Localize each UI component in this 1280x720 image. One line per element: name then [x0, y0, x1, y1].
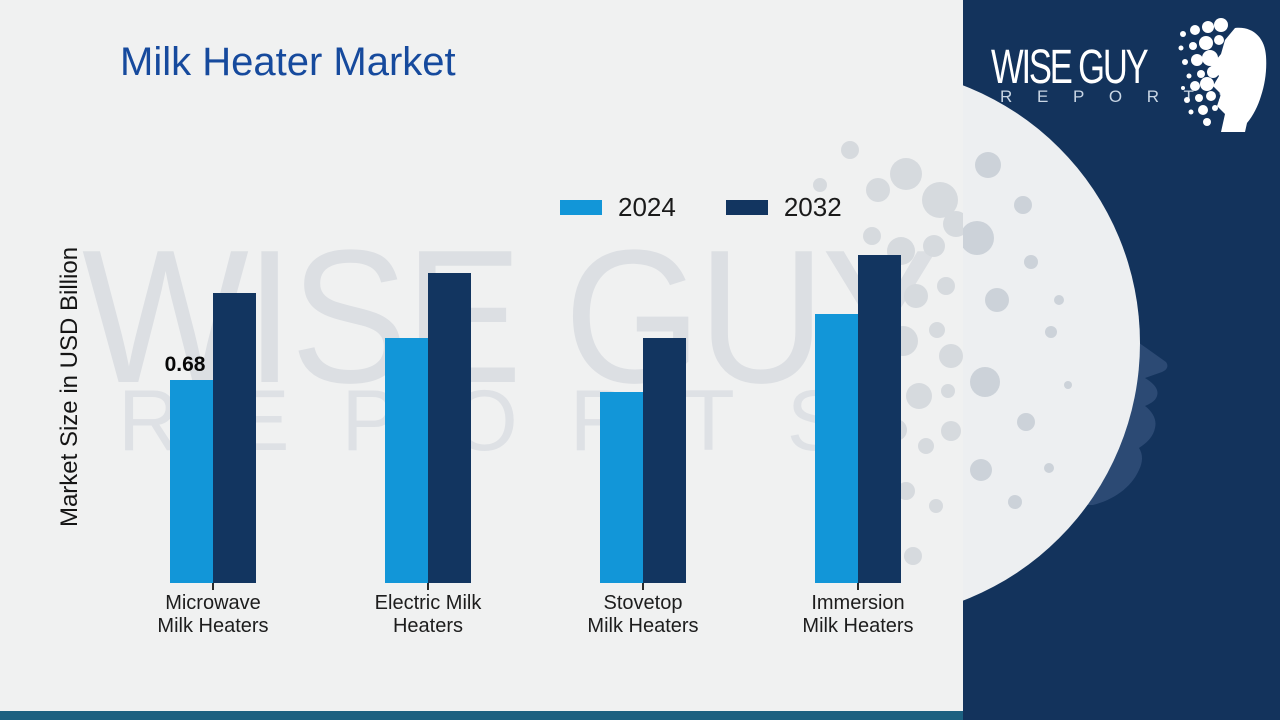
circle-dot-cluster: [963, 152, 1072, 509]
legend-label: 2024: [618, 192, 676, 222]
x-axis-tick: [642, 583, 644, 590]
bar-2024-immersion-milk-heaters: [815, 314, 858, 583]
bar-2024-electric-milk-heaters: [385, 338, 428, 583]
bar-2032-microwave-milk-heaters: [213, 293, 256, 583]
brand-logo-subtitle: R E P O R T S: [1000, 87, 1240, 106]
brand-panel: WISE GUY R E P O R T S: [963, 0, 1280, 720]
brand-logo-face-icon: [1178, 18, 1267, 132]
light-circle-overlay: [963, 85, 1140, 601]
x-axis-tick: [427, 583, 429, 590]
bottom-accent-bar: [0, 711, 963, 720]
category-label-microwave-milk-heaters: Microwave Milk Heaters: [157, 592, 269, 637]
x-axis-tick: [212, 583, 214, 590]
category-label-immersion-milk-heaters: Immersion Milk Heaters: [802, 592, 914, 637]
bar-2032-stovetop-milk-heaters: [643, 338, 686, 583]
legend-item-2032: 2032: [725, 192, 842, 223]
category-label-electric-milk-heaters: Electric Milk Heaters: [374, 592, 482, 637]
bar-2032-electric-milk-heaters: [428, 273, 471, 583]
legend-item-2024: 2024: [560, 192, 676, 223]
bar-2024-microwave-milk-heaters: [170, 380, 213, 583]
bar-2024-stovetop-milk-heaters: [600, 392, 643, 583]
chart-title: Milk Heater Market: [120, 40, 456, 84]
legend-label: 2032: [783, 192, 842, 222]
brand-logo-wordmark: WISE GUY: [991, 41, 1149, 94]
x-axis-tick: [857, 583, 859, 590]
bar-2032-immersion-milk-heaters: [858, 255, 901, 583]
legend-swatch-2032: [725, 200, 768, 215]
category-label-stovetop-milk-heaters: Stovetop Milk Heaters: [587, 592, 699, 637]
legend-swatch-2024: [560, 200, 602, 215]
legend: 2024 2032: [560, 192, 842, 223]
value-label-2024-microwave-milk-heaters: 0.68: [164, 353, 206, 376]
